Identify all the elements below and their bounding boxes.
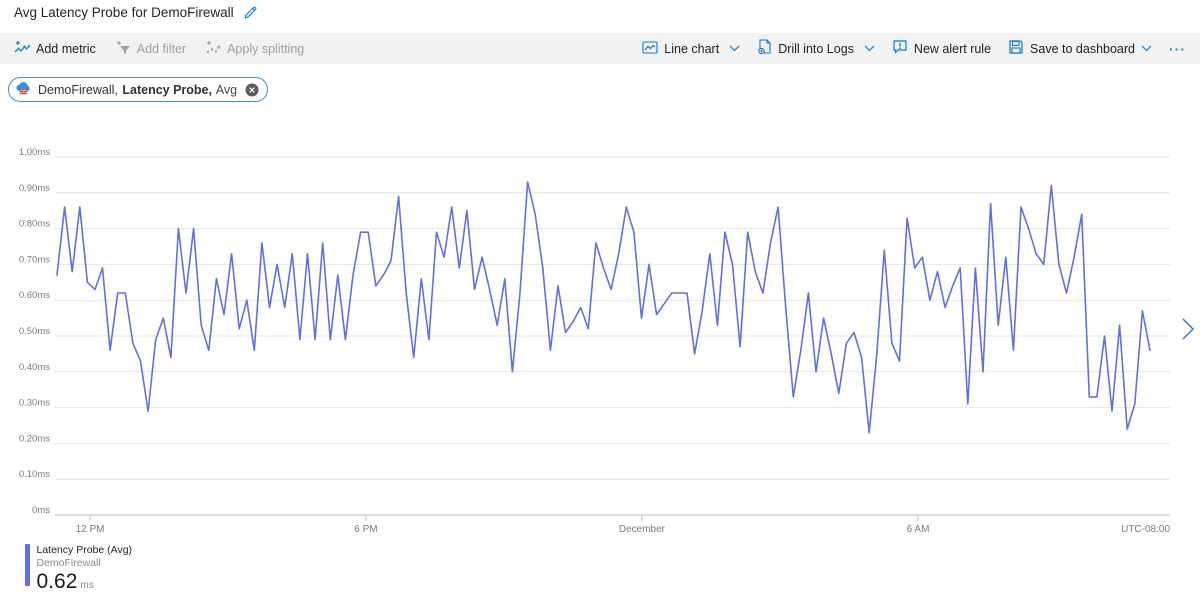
x-axis-tick-label: 6 AM <box>907 524 930 535</box>
timezone-label: UTC-08:00 <box>1121 524 1170 535</box>
y-axis-tick-label: 0.60ms <box>19 290 50 301</box>
chart-area: 1.00ms 0.90ms 0.80ms 0.70ms 0.60ms 0.50ms 0.40… <box>0 140 1200 593</box>
chevron-down-icon <box>1141 45 1152 52</box>
pill-resource: DemoFirewall, <box>38 82 118 97</box>
y-axis-tick-label: 0.20ms <box>19 433 50 444</box>
legend-value-row: 0.62 ms <box>37 570 133 594</box>
legend-unit: ms <box>80 580 94 591</box>
metric-pill-text: DemoFirewall, Latency Probe, Avg <box>38 83 237 97</box>
add-filter-button[interactable]: Add filter <box>115 40 186 58</box>
command-bar-left: Add metric Add filter Apply splitting <box>14 40 304 58</box>
metric-pill[interactable]: DemoFirewall, Latency Probe, Avg <box>8 77 269 102</box>
page-title: Avg Latency Probe for DemoFirewall <box>14 5 234 20</box>
pill-aggregation: Avg <box>215 82 238 97</box>
add-filter-label: Add filter <box>136 41 187 56</box>
metric-pill-row: DemoFirewall, Latency Probe, Avg <box>8 77 269 102</box>
edit-title-icon[interactable] <box>243 5 258 20</box>
title-row: Avg Latency Probe for DemoFirewall <box>14 5 258 20</box>
add-filter-icon <box>115 40 131 58</box>
line-chart-icon <box>642 40 658 58</box>
legend-resource-label: DemoFirewall <box>36 557 101 569</box>
legend-value: 0.62 <box>36 570 78 593</box>
y-axis-tick-label: 0.50ms <box>19 326 50 337</box>
drill-into-logs-label: Drill into Logs <box>778 41 854 56</box>
x-axis-tick-label: 12 PM <box>76 524 105 535</box>
x-axis-tick-label: December <box>619 524 666 535</box>
latency-line-chart: 1.00ms 0.90ms 0.80ms 0.70ms 0.60ms 0.50ms 0.40… <box>19 147 1171 535</box>
apply-splitting-button[interactable]: Apply splitting <box>205 40 304 58</box>
add-metric-label: Add metric <box>36 41 96 56</box>
y-axis-tick-label: 0.80ms <box>19 219 50 230</box>
apply-splitting-icon <box>205 40 221 58</box>
y-axis-tick-label: 0.90ms <box>19 183 50 194</box>
new-alert-rule-button[interactable]: New alert rule <box>892 39 991 58</box>
save-to-dashboard-label: Save to dashboard <box>1030 41 1135 56</box>
apply-splitting-label: Apply splitting <box>227 41 305 56</box>
legend-texts: Latency Probe (Avg) DemoFirewall 0.62 ms <box>37 544 133 594</box>
y-axis-tick-label: 0.70ms <box>19 254 50 265</box>
more-options-icon: ··· <box>1169 40 1186 57</box>
add-metric-icon <box>14 40 30 58</box>
command-bar: Add metric Add filter Apply splitting Li… <box>0 33 1200 64</box>
firewall-icon <box>15 81 32 98</box>
save-icon <box>1008 39 1024 58</box>
chart-type-dropdown[interactable]: Line chart <box>642 40 740 58</box>
legend-series-label: Latency Probe (Avg) <box>36 544 133 556</box>
y-axis-tick-label: 0ms <box>32 505 50 516</box>
legend[interactable]: Latency Probe (Avg) DemoFirewall 0.62 ms <box>25 544 132 594</box>
drill-into-logs-dropdown[interactable]: Drill into Logs <box>757 39 875 58</box>
y-axis-tick-label: 0.40ms <box>19 362 50 373</box>
legend-color-bar <box>25 544 30 586</box>
y-axis-tick-label: 1.00ms <box>19 147 50 158</box>
drill-into-logs-icon <box>757 39 772 58</box>
chevron-down-icon <box>729 45 740 52</box>
y-axis-tick-label: 0.10ms <box>19 469 50 480</box>
pill-metric: Latency Probe, <box>122 82 212 97</box>
remove-metric-icon[interactable] <box>245 83 259 97</box>
alert-icon <box>892 39 908 58</box>
more-options-button[interactable]: ··· <box>1169 41 1186 57</box>
chart-scroll-right-button[interactable] <box>1181 316 1199 342</box>
chart-type-label: Line chart <box>664 41 720 56</box>
command-bar-right: Line chart Drill into Logs New alert rul… <box>642 39 1186 58</box>
x-axis-tick-label: 6 PM <box>354 524 377 535</box>
chevron-down-icon <box>864 45 875 52</box>
add-metric-button[interactable]: Add metric <box>14 40 96 58</box>
y-axis-tick-label: 0.30ms <box>19 398 50 409</box>
chart-line <box>56 181 1151 434</box>
new-alert-rule-label: New alert rule <box>913 41 992 56</box>
save-to-dashboard-dropdown[interactable]: Save to dashboard <box>1008 39 1152 58</box>
